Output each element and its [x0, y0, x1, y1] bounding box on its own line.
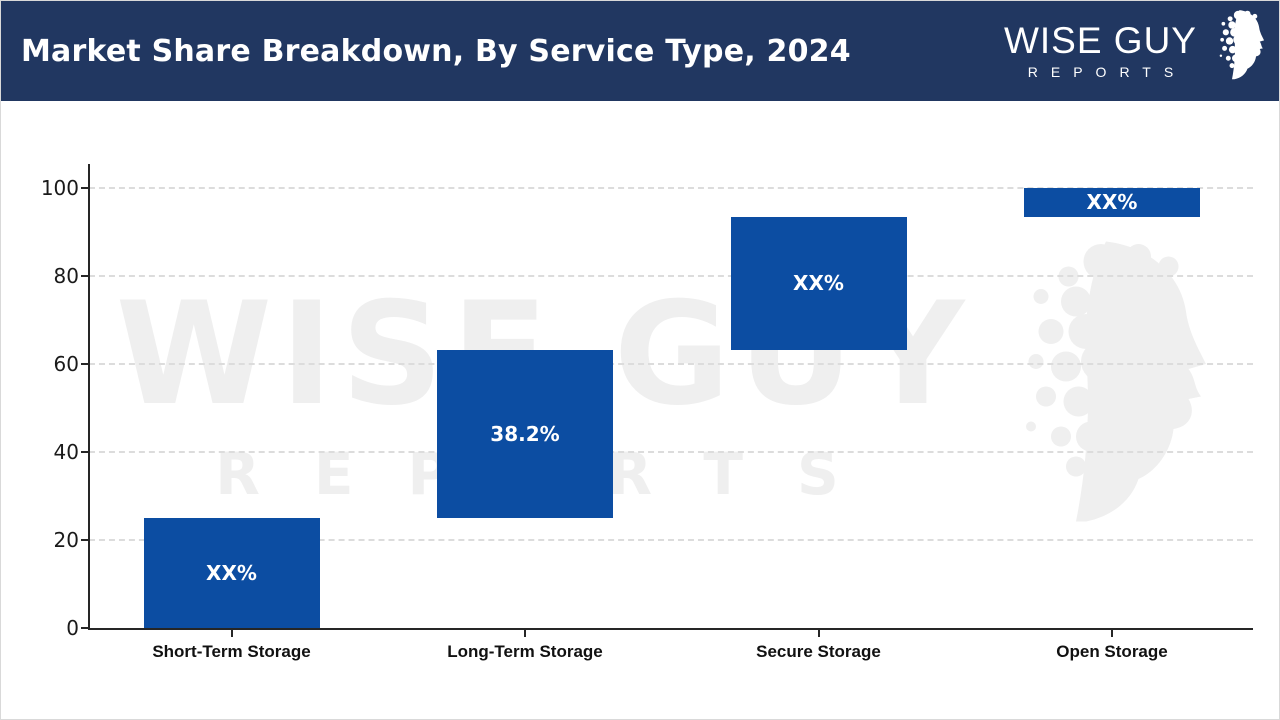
- face-profile: [1232, 10, 1265, 80]
- y-tick-mark: [81, 363, 89, 365]
- face-profile: [1076, 241, 1207, 522]
- y-tick-mark: [81, 187, 89, 189]
- y-tick-label: 80: [53, 264, 79, 288]
- x-axis-category-label: Secure Storage: [756, 642, 881, 661]
- y-tick-mark: [81, 451, 89, 453]
- x-tick-mark: [524, 628, 526, 637]
- y-tick-mark: [81, 539, 89, 541]
- bar-4: XX%: [1024, 188, 1200, 217]
- y-tick-label: 0: [66, 616, 79, 640]
- logo-subtext: REPORTS: [1027, 64, 1187, 80]
- watermark-head-icon: [926, 229, 1226, 573]
- y-gridline: [89, 363, 1253, 365]
- y-tick-label: 20: [53, 528, 79, 552]
- wise-guy-reports-logo: WISE GUY REPORTS: [1004, 7, 1279, 95]
- y-tick-label: 60: [53, 352, 79, 376]
- bar-1: XX%: [143, 518, 320, 628]
- y-gridline: [89, 187, 1253, 189]
- y-tick-label: 100: [40, 176, 79, 200]
- x-axis-line: [88, 628, 1253, 630]
- y-gridline: [89, 451, 1253, 453]
- x-axis-category-label: Open Storage: [1056, 642, 1168, 661]
- page-title: Market Share Breakdown, By Service Type,…: [21, 33, 851, 69]
- y-tick-mark: [81, 627, 89, 629]
- x-tick-mark: [1111, 628, 1113, 637]
- y-axis-line: [88, 164, 90, 630]
- bar-3: XX%: [730, 216, 907, 350]
- waterfall-chart: WISE GUY REPORTS: [1, 101, 1279, 719]
- y-gridline: [89, 539, 1253, 541]
- x-tick-mark: [230, 628, 233, 637]
- x-axis-category-label: Long-Term Storage: [447, 642, 603, 661]
- dotted-head-profile-icon: [1195, 7, 1269, 95]
- logo-wordmark: WISE GUY: [1003, 20, 1197, 61]
- bar-value-label: XX%: [1086, 190, 1138, 215]
- logo-text: WISE GUY REPORTS: [1004, 22, 1197, 80]
- y-tick-mark: [81, 275, 89, 277]
- bar-value-label: XX%: [206, 561, 257, 585]
- head-dots: [1026, 244, 1187, 504]
- bar-value-label: 38.2%: [490, 421, 560, 446]
- x-axis-category-label: Short-Term Storage: [152, 642, 311, 661]
- y-tick-label: 40: [53, 440, 79, 464]
- header-bar: Market Share Breakdown, By Service Type,…: [1, 1, 1279, 101]
- bar-2: 38.2%: [437, 349, 613, 518]
- x-tick-mark: [817, 628, 820, 637]
- bar-value-label: XX%: [793, 271, 844, 296]
- y-gridline: [89, 275, 1253, 277]
